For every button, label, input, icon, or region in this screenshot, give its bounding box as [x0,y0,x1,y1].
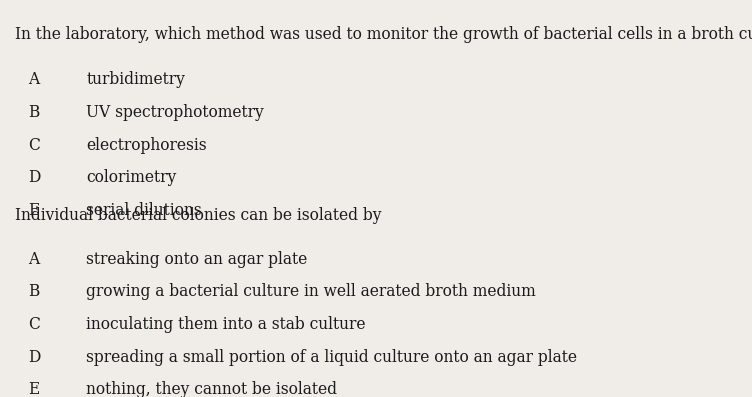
Text: electrophoresis: electrophoresis [86,137,207,154]
Text: A: A [29,251,40,268]
Text: In the laboratory, which method was used to monitor the growth of bacterial cell: In the laboratory, which method was used… [15,26,752,43]
Text: serial dilutions: serial dilutions [86,202,202,219]
Text: E: E [29,202,40,219]
Text: growing a bacterial culture in well aerated broth medium: growing a bacterial culture in well aera… [86,283,536,301]
Text: B: B [29,283,40,301]
Text: C: C [29,137,41,154]
Text: D: D [29,169,41,186]
Text: turbidimetry: turbidimetry [86,71,185,89]
Text: B: B [29,104,40,121]
Text: colorimetry: colorimetry [86,169,177,186]
Text: UV spectrophotometry: UV spectrophotometry [86,104,264,121]
Text: E: E [29,381,40,397]
Text: inoculating them into a stab culture: inoculating them into a stab culture [86,316,366,333]
Text: streaking onto an agar plate: streaking onto an agar plate [86,251,308,268]
Text: Individual bacterial colonies can be isolated by: Individual bacterial colonies can be iso… [15,207,381,224]
Text: spreading a small portion of a liquid culture onto an agar plate: spreading a small portion of a liquid cu… [86,349,578,366]
Text: D: D [29,349,41,366]
Text: nothing, they cannot be isolated: nothing, they cannot be isolated [86,381,338,397]
Text: C: C [29,316,41,333]
Text: A: A [29,71,40,89]
